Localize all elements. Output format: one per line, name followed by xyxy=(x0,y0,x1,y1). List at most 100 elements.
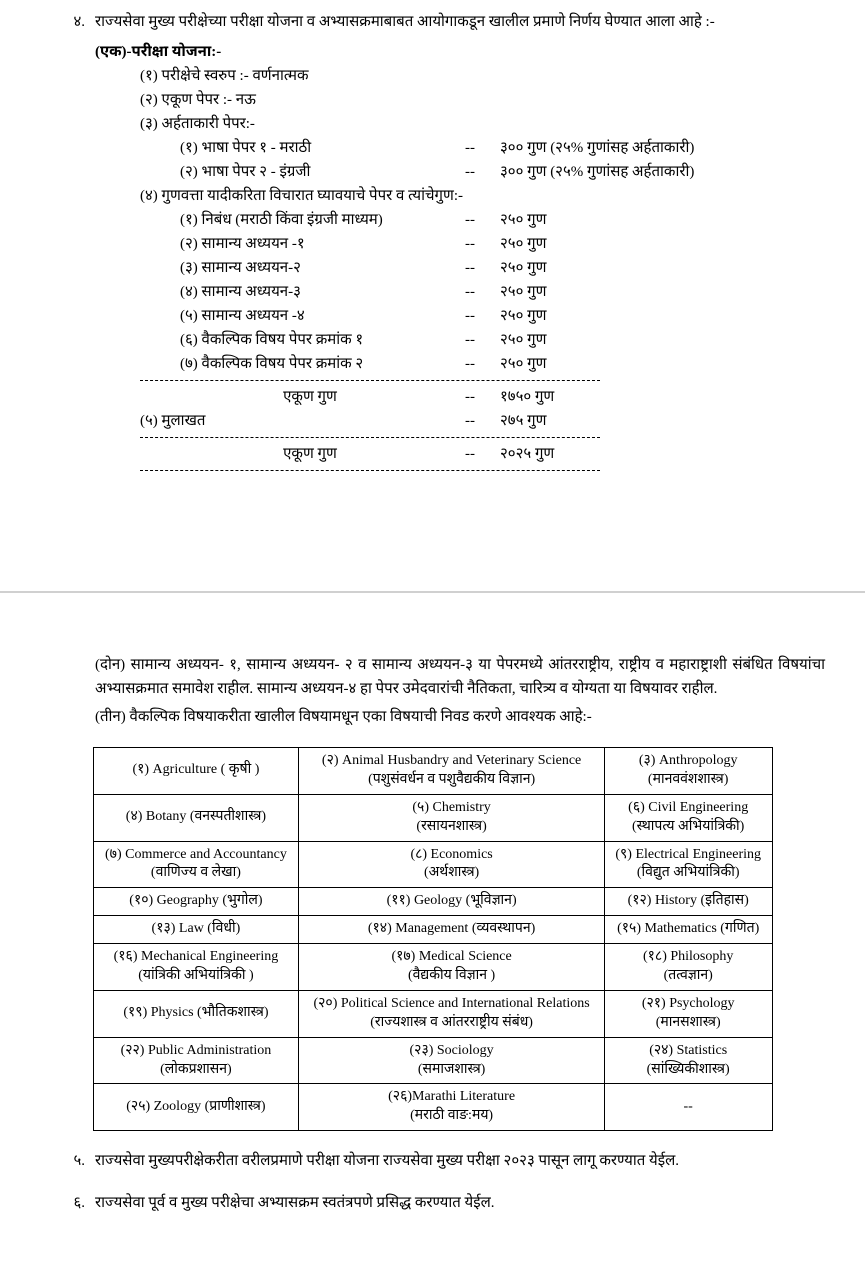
qualifying-row-1: (१) भाषा पेपर १ - मराठी -- ३०० गुण (२५% … xyxy=(40,136,825,160)
dash: -- xyxy=(440,256,500,280)
page-break xyxy=(0,591,865,593)
dash: -- xyxy=(440,232,500,256)
subject-cell: (१८) Philosophy(तत्वज्ञान) xyxy=(604,944,772,991)
merit-1-label: (१) निबंध (मराठी किंवा इंग्रजी माध्यम) xyxy=(180,208,440,232)
interview-label: (५) मुलाखत xyxy=(140,409,440,433)
line-4: (४) गुणवत्ता यादीकरिता विचारात घ्यावयाचे… xyxy=(40,184,825,208)
subject-cell: (३) Anthropology(मानववंशशास्त्र) xyxy=(604,748,772,795)
merit-row-3: (३) सामान्य अध्ययन-२--२५० गुण xyxy=(40,256,825,280)
interview-val: २७५ गुण xyxy=(500,409,825,433)
subject-cell: (६) Civil Engineering(स्थापत्य अभियांत्र… xyxy=(604,794,772,841)
grandtotal-row: एकूण गुण -- २०२५ गुण xyxy=(40,442,825,466)
dash: -- xyxy=(440,280,500,304)
subject-cell: (१०) Geography (भुगोल) xyxy=(93,888,299,916)
subject-cell: (५) Chemistry(रसायनशास्त्र) xyxy=(299,794,605,841)
merit-2-val: २५० गुण xyxy=(500,232,825,256)
subject-cell: (२) Animal Husbandry and Veterinary Scie… xyxy=(299,748,605,795)
section-ek-text: (एक)-परीक्षा योजना:- xyxy=(95,44,221,60)
subject-row: (१९) Physics (भौतिकशास्त्र)(२०) Politica… xyxy=(93,990,772,1037)
line-1: (१) परीक्षेचे स्वरुप :- वर्णनात्मक xyxy=(40,64,825,88)
dash: -- xyxy=(440,160,500,184)
footer-5-text: राज्यसेवा मुख्यपरीक्षेकरीता वरीलप्रमाणे … xyxy=(95,1149,679,1173)
heading-number: ४. xyxy=(40,10,95,34)
merit-row-5: (५) सामान्य अध्ययन -४--२५० गुण xyxy=(40,304,825,328)
dash: -- xyxy=(440,442,500,466)
dash: -- xyxy=(440,208,500,232)
qualifying-1-label: (१) भाषा पेपर १ - मराठी xyxy=(180,136,440,160)
subject-cell: (१७) Medical Science(वैद्यकीय विज्ञान ) xyxy=(299,944,605,991)
subtotal-val: १७५० गुण xyxy=(500,385,825,409)
subject-cell: (१५) Mathematics (गणित) xyxy=(604,916,772,944)
subject-cell: (२५) Zoology (प्राणीशास्त्र) xyxy=(93,1084,299,1131)
subject-row: (१३) Law (विधी)(१४) Management (व्यवस्था… xyxy=(93,916,772,944)
merit-5-label: (५) सामान्य अध्ययन -४ xyxy=(180,304,440,328)
merit-row-1: (१) निबंध (मराठी किंवा इंग्रजी माध्यम)--… xyxy=(40,208,825,232)
subjects-table: (१) Agriculture ( कृषी )(२) Animal Husba… xyxy=(93,747,773,1131)
subject-row: (१६) Mechanical Engineering(यांत्रिकी अभ… xyxy=(93,944,772,991)
line-2: (२) एकूण पेपर :- नऊ xyxy=(40,88,825,112)
merit-3-val: २५० गुण xyxy=(500,256,825,280)
interview-row: (५) मुलाखत -- २७५ गुण xyxy=(40,409,825,433)
merit-row-2: (२) सामान्य अध्ययन -१--२५० गुण xyxy=(40,232,825,256)
line-3: (३) अर्हताकारी पेपर:- xyxy=(40,112,825,136)
merit-row-4: (४) सामान्य अध्ययन-३--२५० गुण xyxy=(40,280,825,304)
dash: -- xyxy=(440,328,500,352)
section-ek: (एक)-परीक्षा योजना:- xyxy=(40,40,825,64)
merit-6-label: (६) वैकल्पिक विषय पेपर क्रमांक १ xyxy=(180,328,440,352)
subject-cell: (८) Economics(अर्थशास्त्र) xyxy=(299,841,605,888)
subject-cell: (१३) Law (विधी) xyxy=(93,916,299,944)
dash: -- xyxy=(440,409,500,433)
merit-1-val: २५० गुण xyxy=(500,208,825,232)
footer-6-text: राज्यसेवा पूर्व व मुख्य परीक्षेचा अभ्यास… xyxy=(95,1191,495,1215)
merit-row-7: (७) वैकल्पिक विषय पेपर क्रमांक २--२५० गु… xyxy=(40,352,825,376)
merit-2-label: (२) सामान्य अध्ययन -१ xyxy=(180,232,440,256)
subject-cell: (२४) Statistics(सांख्यिकीशास्त्र) xyxy=(604,1037,772,1084)
grand-val: २०२५ गुण xyxy=(500,442,825,466)
subject-cell: (१२) History (इतिहास) xyxy=(604,888,772,916)
merit-3-label: (३) सामान्य अध्ययन-२ xyxy=(180,256,440,280)
grand-label: एकूण गुण xyxy=(180,442,440,466)
subject-cell: (१४) Management (व्यवस्थापन) xyxy=(299,916,605,944)
merit-6-val: २५० गुण xyxy=(500,328,825,352)
subtotal-row: एकूण गुण -- १७५० गुण xyxy=(40,385,825,409)
merit-4-label: (४) सामान्य अध्ययन-३ xyxy=(180,280,440,304)
subject-row: (१०) Geography (भुगोल)(११) Geology (भूवि… xyxy=(93,888,772,916)
dashed-separator xyxy=(140,380,600,381)
dash: -- xyxy=(440,304,500,328)
subject-cell: (१६) Mechanical Engineering(यांत्रिकी अभ… xyxy=(93,944,299,991)
dash: -- xyxy=(440,385,500,409)
dashed-separator xyxy=(140,470,600,471)
subject-row: (७) Commerce and Accountancy(वाणिज्य व ल… xyxy=(93,841,772,888)
para-don: (दोन) सामान्य अध्ययन- १, सामान्य अध्ययन-… xyxy=(40,653,825,701)
subject-cell: (११) Geology (भूविज्ञान) xyxy=(299,888,605,916)
dash: -- xyxy=(440,136,500,160)
qualifying-2-label: (२) भाषा पेपर २ - इंग्रजी xyxy=(180,160,440,184)
subject-cell: (४) Botany (वनस्पतीशास्त्र) xyxy=(93,794,299,841)
subject-row: (१) Agriculture ( कृषी )(२) Animal Husba… xyxy=(93,748,772,795)
subject-row: (२२) Public Administration(लोकप्रशासन)(२… xyxy=(93,1037,772,1084)
merit-7-label: (७) वैकल्पिक विषय पेपर क्रमांक २ xyxy=(180,352,440,376)
merit-7-val: २५० गुण xyxy=(500,352,825,376)
subject-cell: (७) Commerce and Accountancy(वाणिज्य व ल… xyxy=(93,841,299,888)
subject-cell: -- xyxy=(604,1084,772,1131)
qualifying-row-2: (२) भाषा पेपर २ - इंग्रजी -- ३०० गुण (२५… xyxy=(40,160,825,184)
merit-4-val: २५० गुण xyxy=(500,280,825,304)
merit-row-6: (६) वैकल्पिक विषय पेपर क्रमांक १--२५० गु… xyxy=(40,328,825,352)
subject-cell: (२३) Sociology(समाजशास्त्र) xyxy=(299,1037,605,1084)
subject-row: (४) Botany (वनस्पतीशास्त्र)(५) Chemistry… xyxy=(93,794,772,841)
dashed-separator xyxy=(140,437,600,438)
subject-cell: (२२) Public Administration(लोकप्रशासन) xyxy=(93,1037,299,1084)
qualifying-2-val: ३०० गुण (२५% गुणांसह अर्हताकारी) xyxy=(500,160,825,184)
subject-cell: (२१) Psychology(मानसशास्त्र) xyxy=(604,990,772,1037)
qualifying-1-val: ३०० गुण (२५% गुणांसह अर्हताकारी) xyxy=(500,136,825,160)
subtotal-label: एकूण गुण xyxy=(180,385,440,409)
subject-cell: (९) Electrical Engineering(विद्युत अभिया… xyxy=(604,841,772,888)
subject-cell: (१) Agriculture ( कृषी ) xyxy=(93,748,299,795)
footer-5: ५. राज्यसेवा मुख्यपरीक्षेकरीता वरीलप्रमा… xyxy=(40,1149,825,1173)
merit-5-val: २५० गुण xyxy=(500,304,825,328)
subject-cell: (१९) Physics (भौतिकशास्त्र) xyxy=(93,990,299,1037)
footer-6: ६. राज्यसेवा पूर्व व मुख्य परीक्षेचा अभ्… xyxy=(40,1191,825,1215)
subject-cell: (२०) Political Science and International… xyxy=(299,990,605,1037)
dash: -- xyxy=(440,352,500,376)
heading-row: ४. राज्यसेवा मुख्य परीक्षेच्या परीक्षा य… xyxy=(40,10,825,34)
